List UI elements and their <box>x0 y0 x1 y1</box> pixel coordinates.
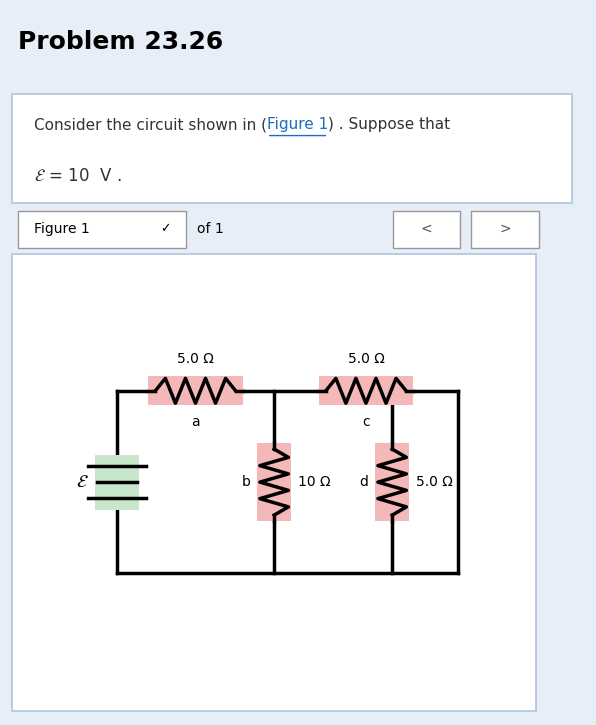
Bar <box>319 376 413 405</box>
Text: 5.0 Ω: 5.0 Ω <box>416 475 452 489</box>
Text: d: d <box>360 475 368 489</box>
Text: ✓: ✓ <box>160 223 171 236</box>
Text: Figure 1: Figure 1 <box>35 222 90 236</box>
Text: 5.0 Ω: 5.0 Ω <box>177 352 214 365</box>
Text: $\mathcal{E}$ = 10  V .: $\mathcal{E}$ = 10 V . <box>35 167 122 185</box>
Text: $\mathcal{E}$: $\mathcal{E}$ <box>76 473 89 491</box>
FancyBboxPatch shape <box>12 94 572 203</box>
FancyBboxPatch shape <box>12 254 536 710</box>
FancyBboxPatch shape <box>393 211 460 248</box>
Text: >: > <box>499 222 511 236</box>
FancyBboxPatch shape <box>471 211 539 248</box>
Text: <: < <box>421 222 432 236</box>
Text: of 1: of 1 <box>197 222 224 236</box>
Text: 5.0 Ω: 5.0 Ω <box>347 352 384 365</box>
Text: Figure 1: Figure 1 <box>267 117 328 132</box>
Text: Consider the circuit shown in (: Consider the circuit shown in ( <box>35 117 268 132</box>
Text: 10 Ω: 10 Ω <box>298 475 330 489</box>
FancyBboxPatch shape <box>17 211 185 248</box>
Text: Problem 23.26: Problem 23.26 <box>18 30 223 54</box>
Bar <box>257 443 291 521</box>
Text: a: a <box>191 415 200 428</box>
Bar <box>95 455 139 510</box>
Bar <box>375 443 409 521</box>
Text: ) . Suppose that: ) . Suppose that <box>328 117 451 132</box>
Text: b: b <box>242 475 250 489</box>
Text: c: c <box>362 415 370 428</box>
Bar <box>148 376 243 405</box>
